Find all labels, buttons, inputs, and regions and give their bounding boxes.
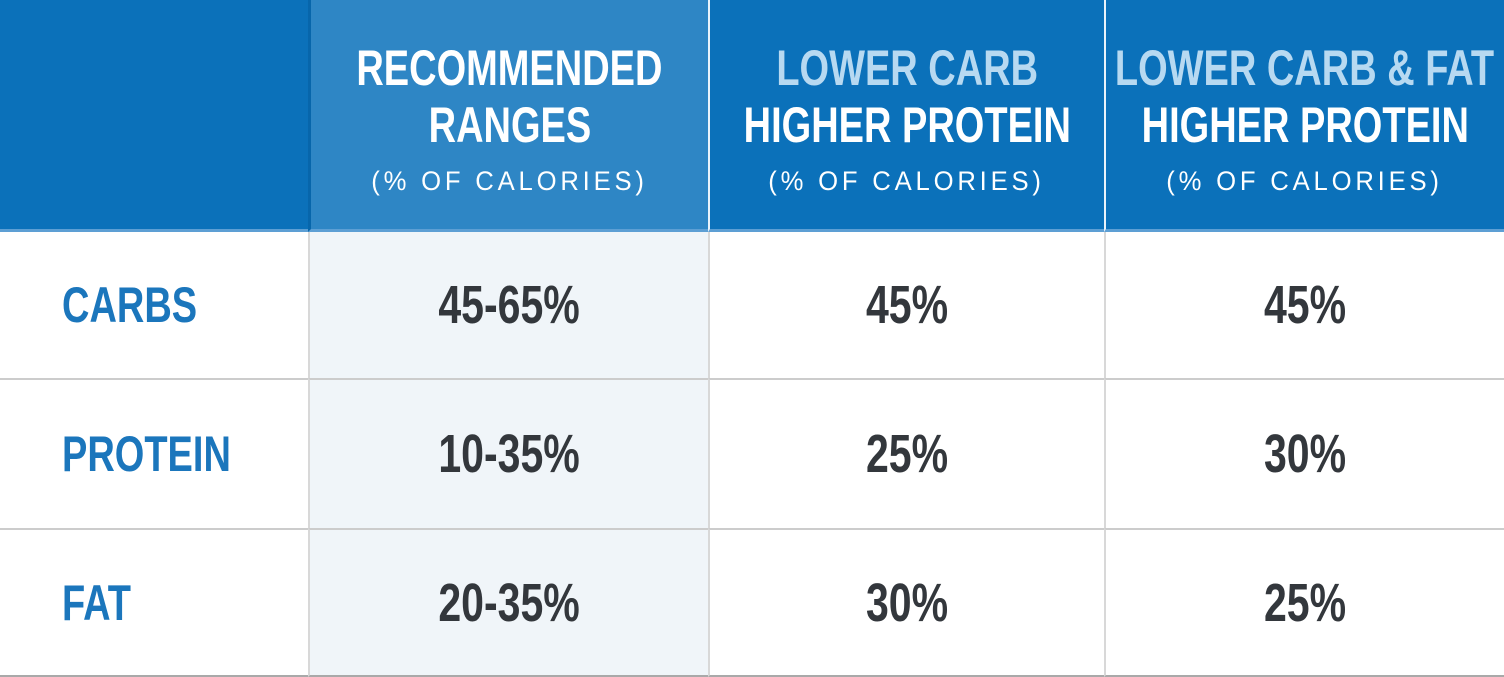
header-title-line: LOWER CARB [776, 40, 1038, 96]
header-corner-cell [0, 0, 308, 232]
header-subtitle: (% OF CALORIES) [371, 166, 648, 196]
header-subtitle: (% OF CALORIES) [1166, 166, 1444, 196]
header-lower-carb: LOWER CARB HIGHER PROTEIN (% OF CALORIES… [708, 0, 1104, 232]
value-cell: 10-35% [308, 378, 708, 528]
header-title-line: LOWER CARB & FAT [1115, 40, 1495, 96]
value-cell: 25% [1104, 528, 1504, 677]
row-label-protein: PROTEIN [0, 378, 308, 528]
header-subtitle: (% OF CALORIES) [768, 166, 1046, 196]
value-cell: 45-65% [308, 232, 708, 378]
header-title-line: RECOMMENDED [356, 40, 663, 96]
value-cell: 45% [1104, 232, 1504, 378]
value-cell: 30% [1104, 378, 1504, 528]
row-label-carbs: CARBS [0, 232, 308, 378]
header-title-line: HIGHER PROTEIN [1141, 97, 1469, 153]
value-cell: 30% [708, 528, 1104, 677]
header-title-line: HIGHER PROTEIN [743, 97, 1071, 153]
row-label-fat: FAT [0, 528, 308, 677]
header-title-line: RANGES [428, 97, 591, 153]
value-cell: 25% [708, 378, 1104, 528]
value-cell: 20-35% [308, 528, 708, 677]
header-recommended-ranges: RECOMMENDED RANGES (% OF CALORIES) [308, 0, 708, 232]
header-lower-carb-fat: LOWER CARB & FAT HIGHER PROTEIN (% OF CA… [1104, 0, 1504, 232]
value-cell: 45% [708, 232, 1104, 378]
